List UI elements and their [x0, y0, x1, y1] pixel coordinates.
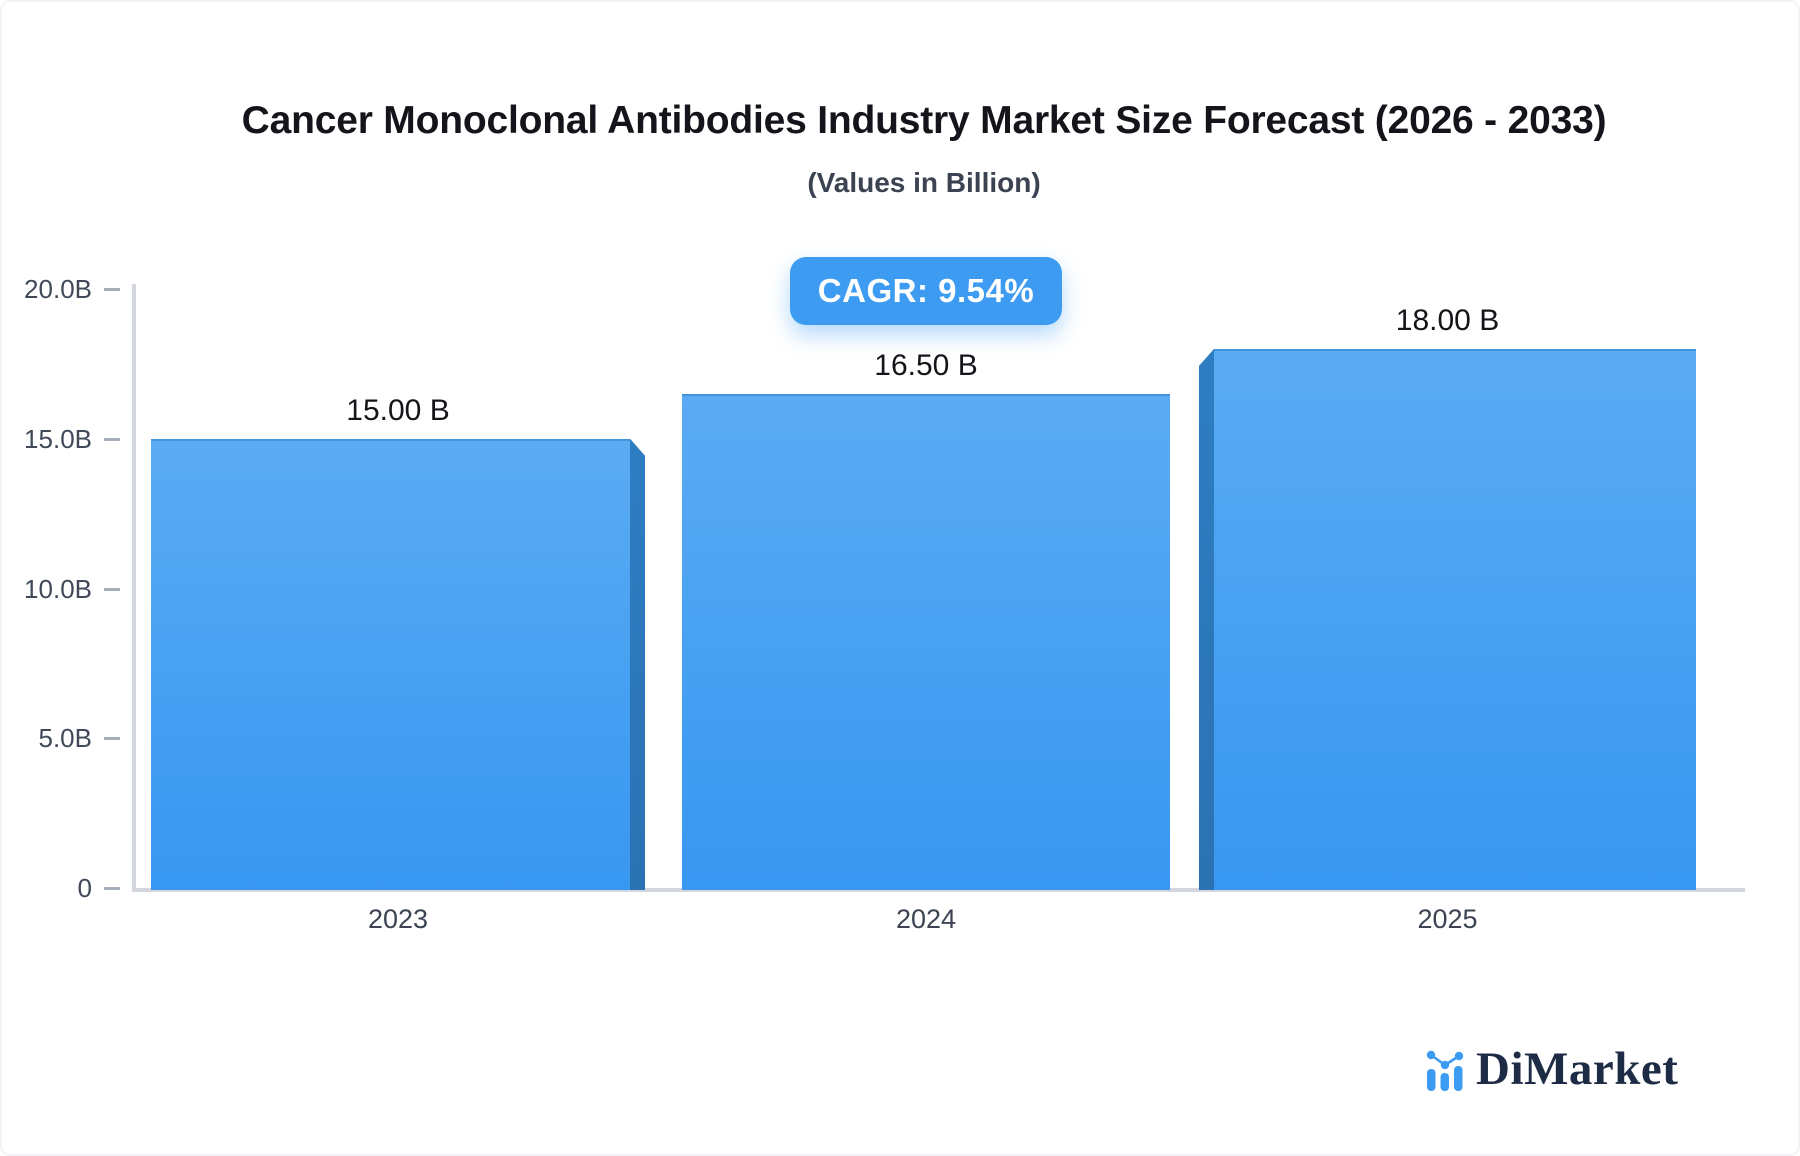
brand-logo[interactable]: DiMarket — [1426, 1044, 1678, 1094]
y-tick-mark — [104, 587, 120, 591]
x-axis-label: 2023 — [367, 904, 429, 934]
y-tick-label: 5.0B — [38, 723, 93, 754]
bar-2023[interactable] — [151, 438, 645, 890]
bar-2024[interactable] — [682, 393, 1170, 890]
chart-title: Cancer Monoclonal Antibodies Industry Ma… — [241, 99, 1607, 142]
x-axis-line — [132, 888, 1745, 892]
chart-header: Cancer Monoclonal Antibodies Industry Ma… — [42, 2, 1800, 198]
bar-side-panel — [630, 438, 645, 890]
cagr-badge: CAGR: 9.54% — [790, 257, 1062, 325]
y-tick-mark — [104, 437, 120, 441]
bar-value-label: 15.00 B — [346, 393, 450, 427]
bar-face — [1214, 348, 1696, 890]
bar-side-panel — [1199, 348, 1214, 890]
bar-face — [682, 393, 1170, 890]
y-tick-mark — [104, 288, 120, 291]
bar-value-label: 16.50 B — [874, 348, 978, 382]
y-tick-label: 20.0B — [24, 274, 92, 304]
x-axis-label: 2025 — [1417, 904, 1478, 934]
y-tick-mark — [104, 887, 120, 890]
y-axis-line — [132, 284, 136, 892]
y-tick-label: 10.0B — [24, 573, 92, 604]
bar-value-label: 18.00 B — [1395, 303, 1500, 337]
brand-name: DiMarket — [1476, 1043, 1679, 1095]
y-tick-label: 0 — [77, 873, 92, 903]
bar-face — [151, 438, 630, 890]
bar-2025[interactable] — [1199, 348, 1696, 890]
dimarket-logo-icon — [1426, 1050, 1464, 1091]
y-tick-mark — [104, 737, 120, 741]
x-axis-label: 2024 — [895, 904, 957, 934]
y-tick-label: 15.0B — [24, 423, 92, 454]
chart-subtitle: (Values in Billion) — [807, 166, 1041, 198]
